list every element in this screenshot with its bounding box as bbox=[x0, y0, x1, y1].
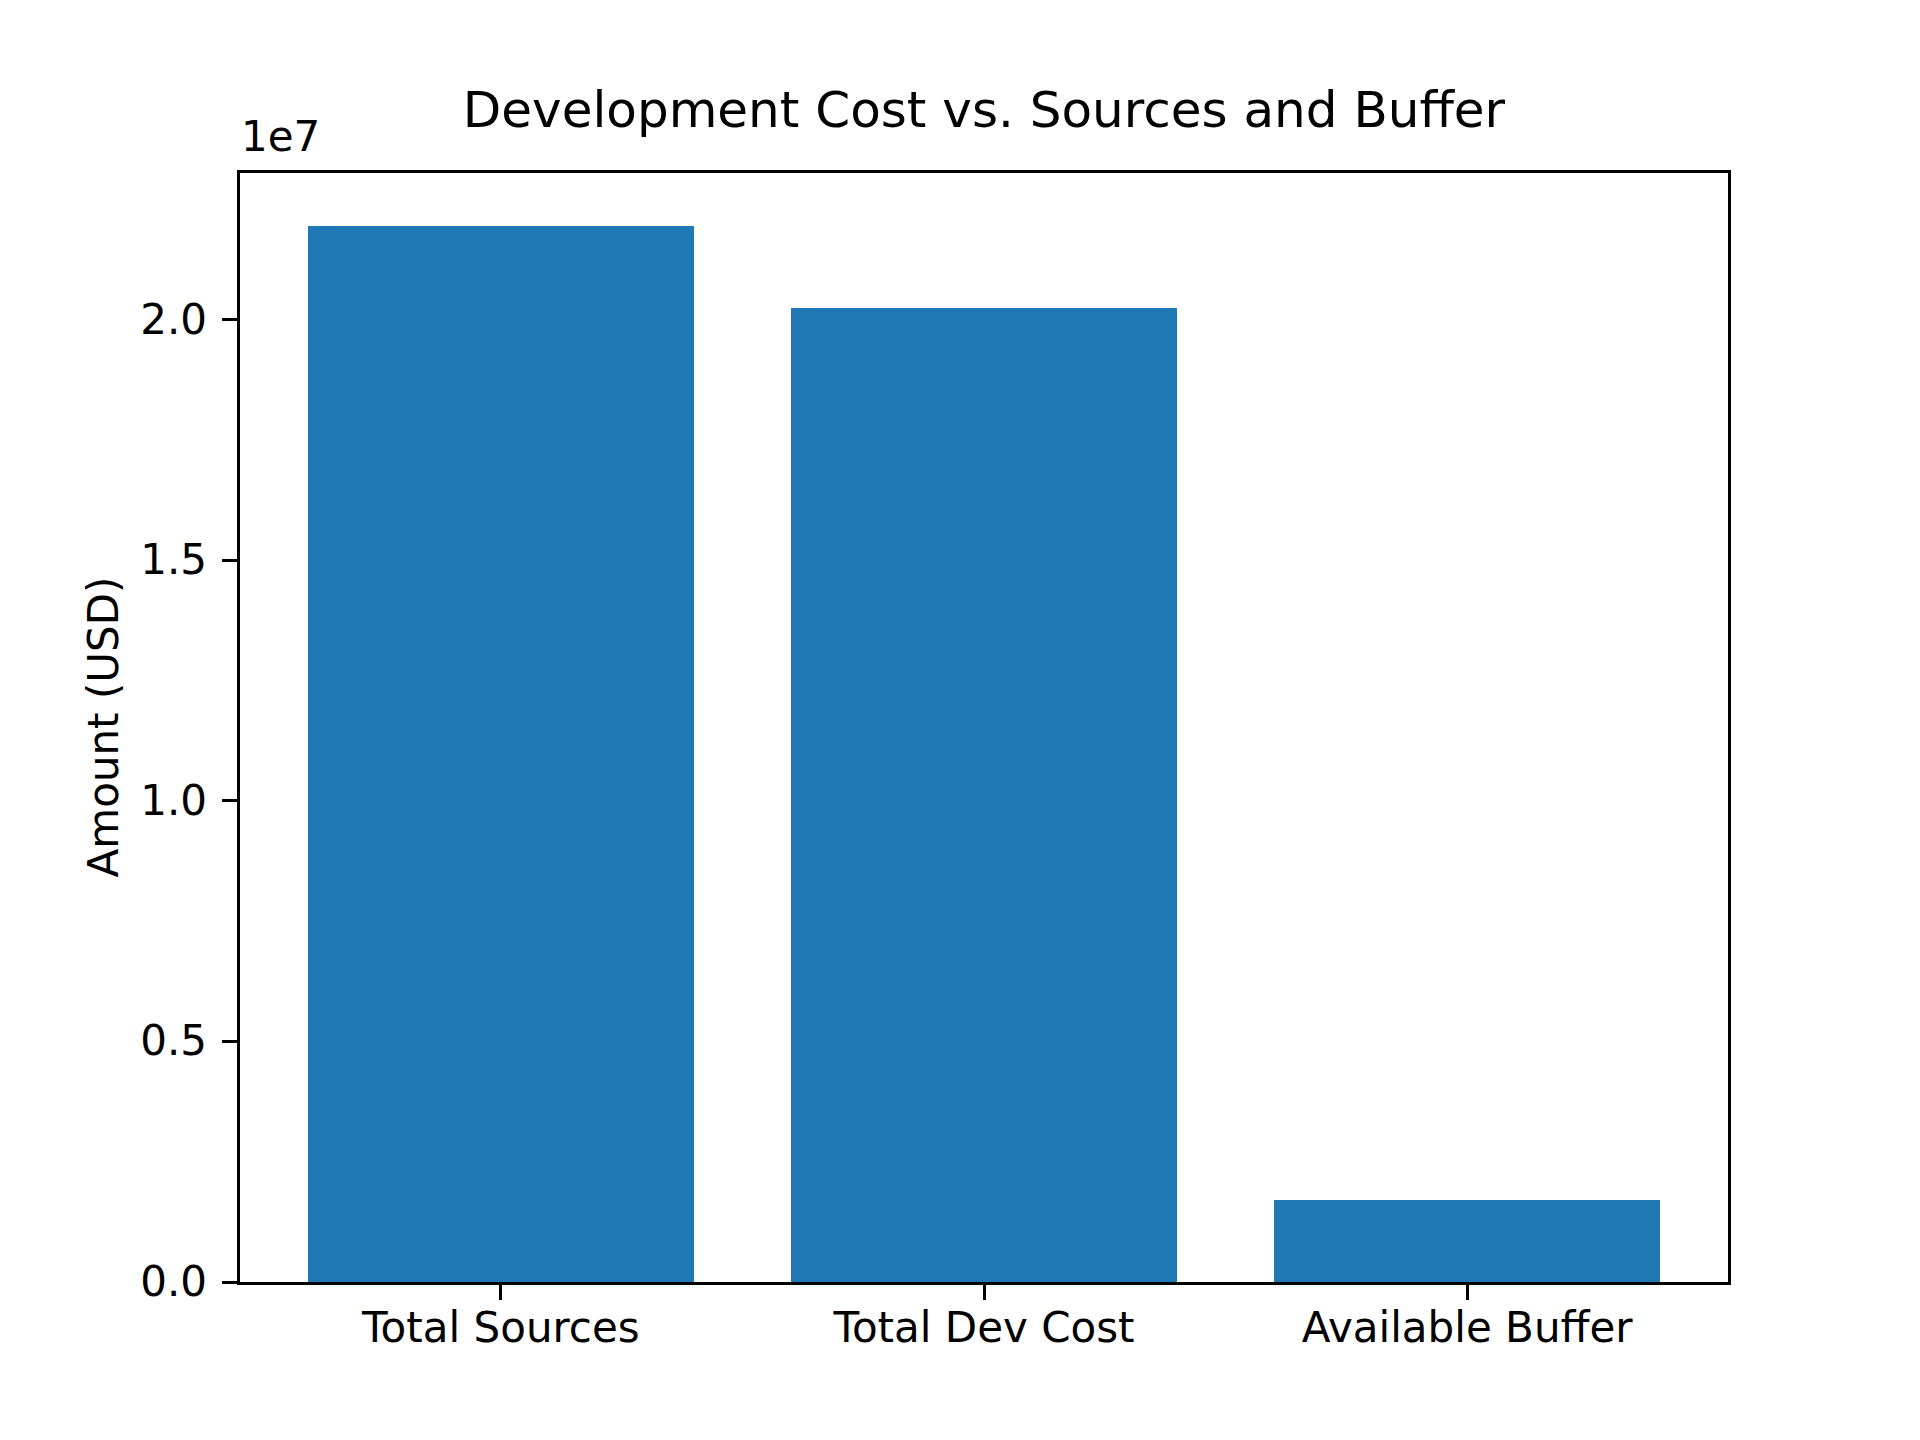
y-tick-label: 1.0 bbox=[57, 780, 207, 822]
x-tick-mark bbox=[1466, 1285, 1469, 1300]
x-tick-label-total-sources: Total Sources bbox=[251, 1303, 751, 1353]
y-tick-label: 1.5 bbox=[57, 539, 207, 581]
x-tick-label-total-dev-cost: Total Dev Cost bbox=[734, 1303, 1234, 1353]
bar-total-dev-cost bbox=[791, 308, 1178, 1282]
x-tick-mark bbox=[499, 1285, 502, 1300]
y-tick-label: 0.5 bbox=[57, 1020, 207, 1062]
y-tick-mark bbox=[222, 318, 237, 321]
plot-area: Total SourcesTotal Dev CostAvailable Buf… bbox=[237, 170, 1731, 1285]
x-tick-mark bbox=[983, 1285, 986, 1300]
y-tick-mark bbox=[222, 559, 237, 562]
y-axis-offset-label: 1e7 bbox=[241, 114, 320, 160]
chart-title: Development Cost vs. Sources and Buffer bbox=[237, 80, 1731, 140]
x-tick-label-available-buffer: Available Buffer bbox=[1217, 1303, 1717, 1353]
y-tick-label: 0.0 bbox=[57, 1261, 207, 1303]
y-tick-mark bbox=[222, 1281, 237, 1284]
y-tick-label: 2.0 bbox=[57, 299, 207, 341]
bar-total-sources bbox=[308, 226, 695, 1282]
figure: Development Cost vs. Sources and Buffer … bbox=[0, 0, 1920, 1440]
y-axis-label: Amount (USD) bbox=[79, 577, 128, 878]
bar-available-buffer bbox=[1274, 1200, 1661, 1282]
y-tick-mark bbox=[222, 1040, 237, 1043]
y-tick-mark bbox=[222, 799, 237, 802]
